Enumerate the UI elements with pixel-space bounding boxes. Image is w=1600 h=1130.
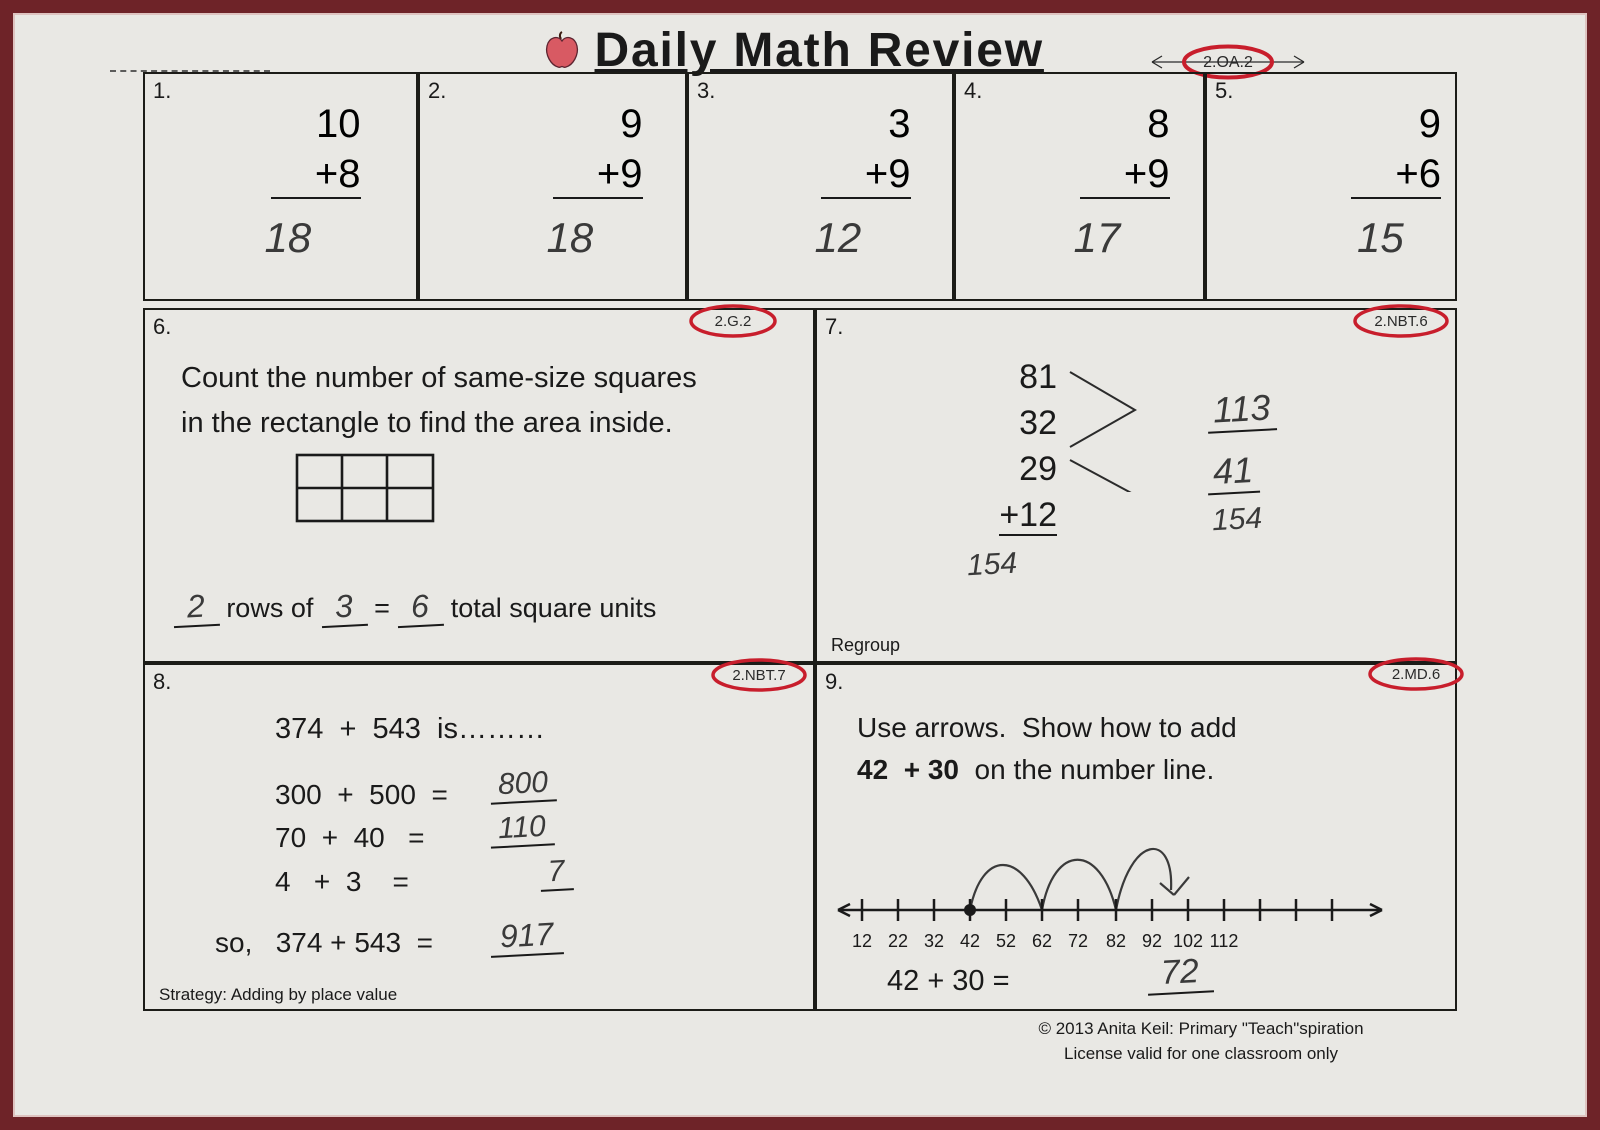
- svg-text:82: 82: [1106, 931, 1126, 951]
- svg-text:2.MD.6: 2.MD.6: [1392, 666, 1440, 683]
- svg-text:12: 12: [852, 931, 872, 951]
- svg-text:2.NBT.6: 2.NBT.6: [1374, 313, 1427, 330]
- svg-text:92: 92: [1142, 931, 1162, 951]
- svg-text:52: 52: [996, 931, 1016, 951]
- svg-text:72: 72: [1068, 931, 1088, 951]
- svg-text:32: 32: [924, 931, 944, 951]
- svg-text:102: 102: [1173, 931, 1203, 951]
- svg-text:2.OA.2: 2.OA.2: [1203, 54, 1253, 71]
- svg-text:112: 112: [1210, 931, 1239, 951]
- svg-text:22: 22: [888, 931, 908, 951]
- svg-text:2.G.2: 2.G.2: [715, 313, 752, 330]
- svg-text:42: 42: [960, 931, 980, 951]
- svg-text:62: 62: [1032, 931, 1052, 951]
- svg-text:2.NBT.7: 2.NBT.7: [732, 667, 785, 684]
